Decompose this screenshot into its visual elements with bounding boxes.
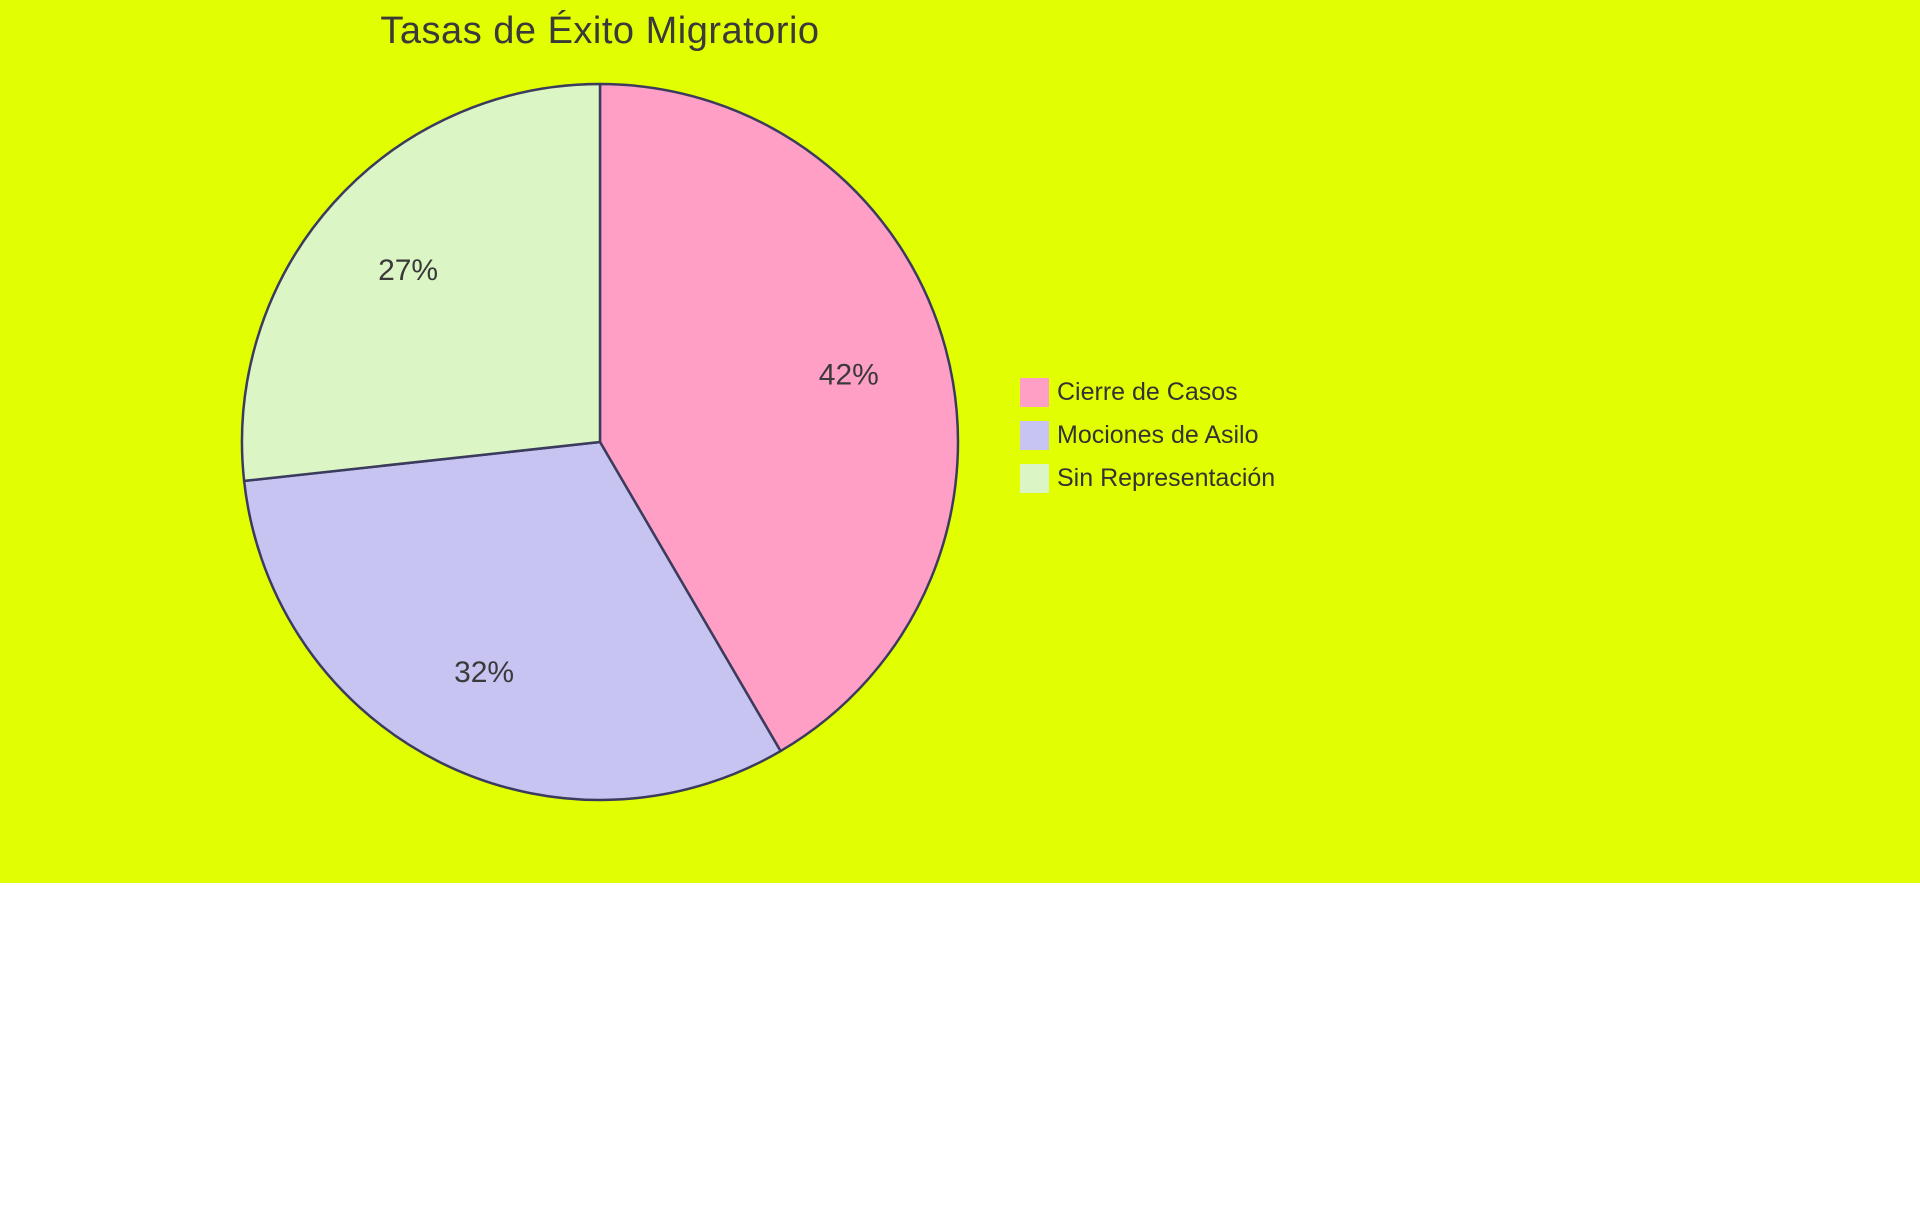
legend-swatch-icon xyxy=(1020,464,1049,493)
footer: VASQUEZ LAW FIRM, PLLC xyxy=(0,883,1920,1215)
pie-slice xyxy=(240,82,602,483)
pie-slice-label: 42% xyxy=(819,359,879,392)
pie-slice-label: 27% xyxy=(378,254,438,287)
pie-chart: 42% 32% 27% xyxy=(240,82,960,802)
legend: Cierre de Casos Mociones de Asilo Sin Re… xyxy=(1020,378,1275,507)
legend-item-mociones-de-asilo: Mociones de Asilo xyxy=(1020,421,1275,450)
legend-swatch-icon xyxy=(1020,378,1049,407)
legend-swatch-icon xyxy=(1020,421,1049,450)
legend-item-sin-representacion: Sin Representación xyxy=(1020,464,1275,493)
pie-slice xyxy=(242,440,782,802)
pie-slice xyxy=(598,82,960,753)
chart-title: Tasas de Éxito Migratorio xyxy=(380,10,820,52)
legend-label: Mociones de Asilo xyxy=(1057,421,1259,449)
pie-chart-panel: Tasas de Éxito Migratorio 42% 32% 27% Cier… xyxy=(0,0,1920,883)
legend-item-cierre-de-casos: Cierre de Casos xyxy=(1020,378,1275,407)
legend-label: Sin Representación xyxy=(1057,464,1276,492)
pie-slice-label: 32% xyxy=(454,656,514,689)
legend-label: Cierre de Casos xyxy=(1057,378,1238,406)
